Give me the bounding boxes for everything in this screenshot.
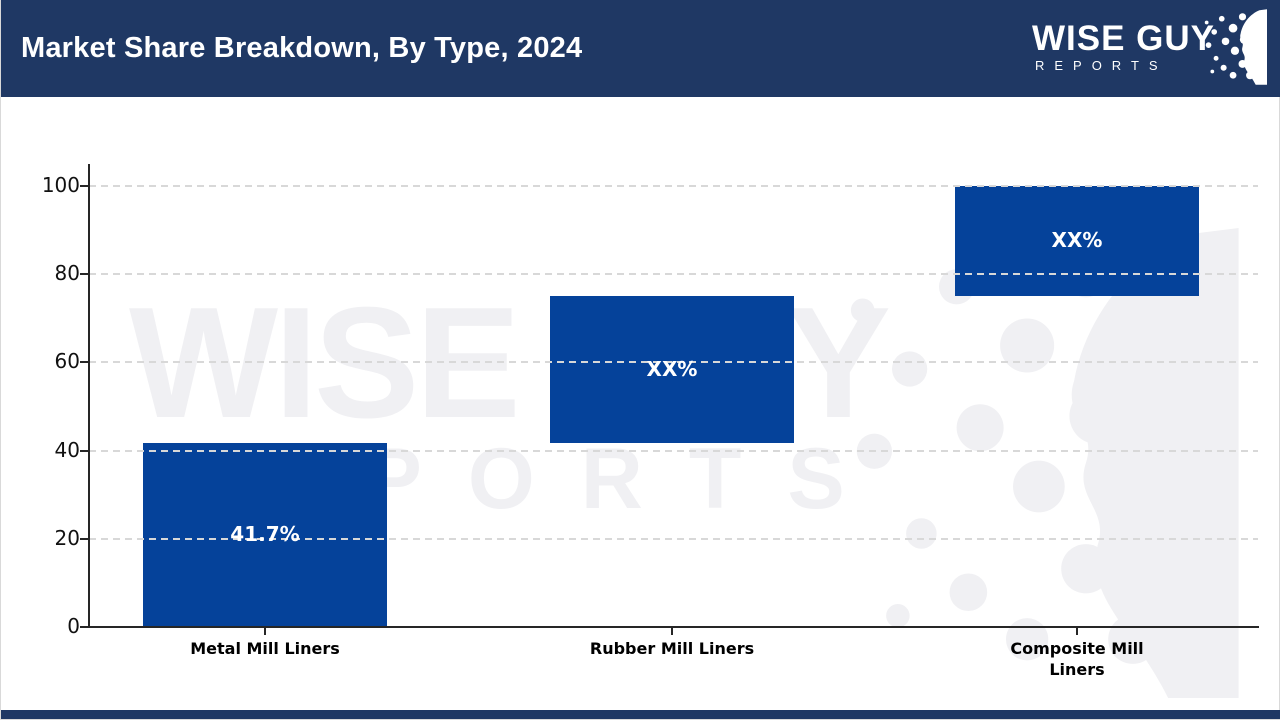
brand-subtext: REPORTS	[1034, 58, 1168, 74]
page-title: Market Share Breakdown, By Type, 2024	[21, 32, 583, 64]
y-tick-mark-100	[80, 185, 89, 187]
y-tick-label-80: 80	[54, 261, 80, 286]
gridline-80	[89, 273, 1258, 276]
y-tick-mark-40	[80, 449, 89, 452]
gridline-20	[89, 537, 1258, 540]
category-label-1: Rubber Mill Liners	[589, 639, 755, 658]
category-label-0: Metal Mill Liners	[190, 639, 340, 658]
gridline-40	[89, 449, 1258, 452]
bar-value-label-2: XX%	[1051, 228, 1103, 253]
bar-value-label-1: XX%	[646, 356, 698, 381]
y-tick-label-60: 60	[54, 349, 80, 374]
bar-1	[550, 296, 794, 444]
header-bar: Market Share Breakdown, By Type, 2024 WI…	[1, 0, 1280, 97]
footer-bar	[1, 710, 1280, 719]
category-label-2: Composite Mill Liners	[1010, 639, 1144, 680]
brand-face-icon	[1204, 9, 1267, 85]
x-tick-mark-0	[264, 628, 266, 635]
bar-value-label-0: 41.7%	[230, 522, 300, 547]
y-tick-mark-80	[80, 273, 89, 276]
y-tick-mark-60	[80, 361, 89, 364]
y-tick-label-20: 20	[54, 525, 80, 550]
gridline-100	[89, 185, 1258, 187]
y-tick-label-100: 100	[41, 173, 80, 197]
y-tick-mark-20	[80, 537, 89, 540]
x-axis-line	[88, 626, 1259, 628]
y-tick-label-0: 0	[67, 614, 80, 638]
y-tick-label-40: 40	[54, 437, 80, 462]
x-tick-mark-2	[1076, 628, 1078, 635]
x-tick-mark-1	[671, 628, 673, 635]
y-tick-mark-0	[80, 626, 89, 628]
brand-wordmark: WISE GUY	[1031, 18, 1215, 58]
y-axis-line	[88, 164, 90, 628]
bar-0	[143, 443, 387, 627]
gridline-60	[89, 361, 1258, 364]
brand-logo: WISE GUY REPORTS	[1032, 8, 1267, 86]
